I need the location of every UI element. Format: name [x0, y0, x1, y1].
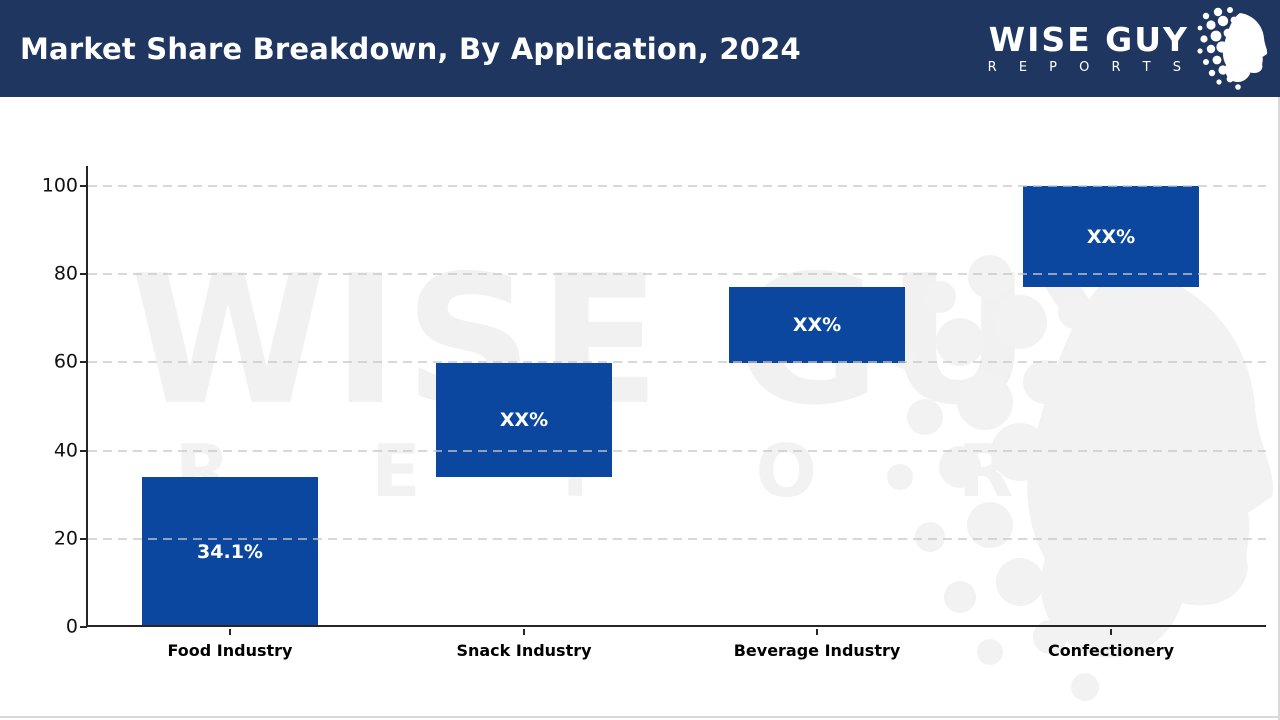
- bar-value-label: XX%: [499, 408, 549, 431]
- logo-wordmark: WISE GUY: [988, 19, 1189, 59]
- gridline: [88, 273, 1266, 276]
- y-tick-mark: [80, 273, 87, 276]
- bar: [436, 363, 612, 477]
- y-tick-label: 60: [53, 350, 78, 373]
- gridline: [88, 361, 1266, 364]
- bar-value-label: 34.1%: [197, 540, 263, 563]
- bar-value-label: XX%: [792, 314, 842, 337]
- y-tick-label: 0: [65, 615, 78, 638]
- bar: [729, 287, 905, 364]
- image-right-border: [1278, 97, 1280, 720]
- y-tick-label: 80: [53, 262, 78, 285]
- gridline: [88, 185, 1266, 187]
- x-tick-mark: [816, 629, 818, 635]
- logo-head-icon: [1197, 6, 1268, 90]
- x-category-label: Food Industry: [167, 641, 293, 660]
- y-tick-mark: [80, 537, 87, 540]
- gridline: [88, 537, 1266, 540]
- bar: [1023, 186, 1199, 288]
- x-tick-mark: [229, 629, 231, 635]
- chart-title: Market Share Breakdown, By Application, …: [20, 31, 801, 66]
- plot-area: WISE GUY R E P O R T S 34.1%XX%XX%XX% 02…: [0, 97, 1280, 720]
- y-tick-mark: [80, 626, 87, 628]
- y-tick-label: 100: [41, 174, 78, 197]
- x-category-label: Confectionery: [1047, 641, 1175, 660]
- brand-logo: WISE GUY R E P O R T S: [988, 6, 1268, 92]
- y-tick-mark: [80, 361, 87, 364]
- x-category-label: Beverage Industry: [733, 641, 901, 660]
- y-tick-mark: [80, 185, 87, 187]
- x-tick-mark: [523, 629, 525, 635]
- bar: [142, 476, 318, 627]
- image-bottom-border: [0, 716, 1280, 718]
- bar-value-label: XX%: [1086, 225, 1136, 248]
- x-tick-mark: [1110, 629, 1112, 635]
- y-tick-mark: [80, 449, 87, 452]
- x-category-label: Snack Industry: [456, 641, 592, 660]
- header-banner: Market Share Breakdown, By Application, …: [0, 0, 1280, 97]
- gridline: [88, 449, 1266, 452]
- y-tick-label: 20: [53, 527, 78, 550]
- logo-subtext: R E P O R T S: [987, 59, 1190, 75]
- y-axis-line: [86, 166, 88, 626]
- y-tick-label: 40: [53, 439, 78, 462]
- x-axis-line: [86, 625, 1266, 627]
